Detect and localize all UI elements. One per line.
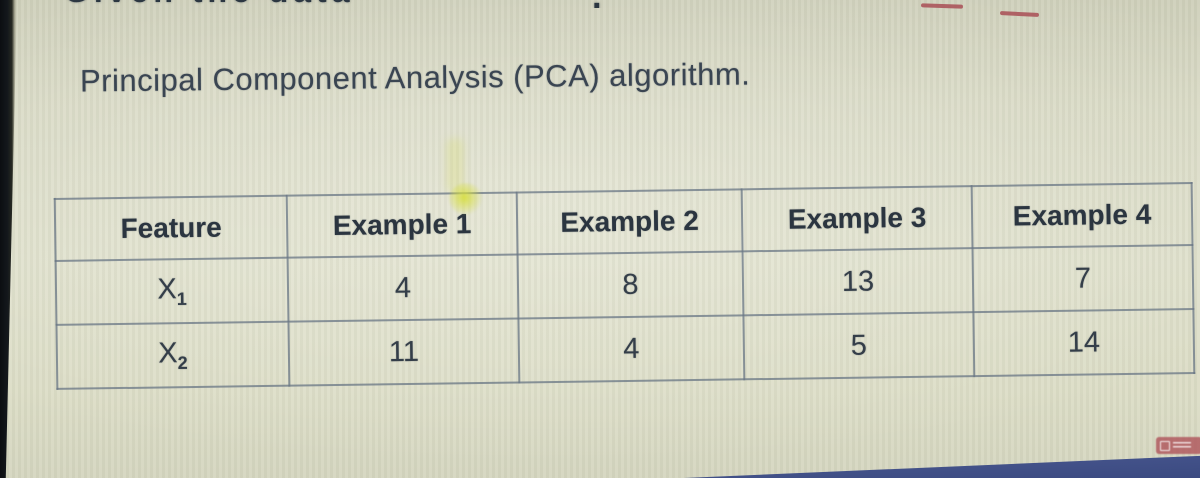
- cell-x1-example-1: 4: [287, 254, 519, 322]
- cut-off-text-line: Given the data: [64, 0, 424, 11]
- feature-subscript: 1: [176, 288, 187, 309]
- cell-x1-example-2: 8: [517, 251, 744, 319]
- cell-x2-example-2: 4: [518, 315, 745, 383]
- cell-x2-example-4: 14: [973, 309, 1195, 377]
- page-title: Principal Component Analysis (PCA) algor…: [79, 56, 751, 99]
- cell-x1-example-3: 13: [742, 248, 974, 316]
- col-header-example-2: Example 2: [516, 189, 743, 255]
- cell-x1-example-4: 7: [972, 245, 1194, 313]
- feature-symbol: X: [157, 272, 177, 306]
- watermark-badge: [1156, 437, 1200, 454]
- watermark-logo-icon: [1160, 440, 1170, 451]
- feature-symbol: X: [157, 336, 178, 370]
- cell-x2-example-3: 5: [743, 312, 975, 380]
- cut-off-text-fragment: ,: [592, 0, 622, 8]
- col-header-example-1: Example 1: [286, 192, 518, 258]
- cell-x2-example-1: 11: [288, 318, 520, 386]
- feature-subscript: 2: [177, 352, 188, 373]
- col-header-feature: Feature: [54, 195, 288, 261]
- row-label-x2: X2: [56, 321, 290, 389]
- col-header-example-4: Example 4: [971, 183, 1193, 249]
- watermark-text-lines: [1173, 442, 1191, 449]
- highlighter-streak: [446, 138, 464, 193]
- highlighter-dot: [449, 183, 483, 215]
- cut-off-text: Given the data: [64, 0, 424, 10]
- row-label-x1: X1: [55, 257, 289, 325]
- cut-off-text-fragment-wrap: ,: [592, 0, 622, 8]
- data-table-wrap: Feature Example 1 Example 2 Example 3 Ex…: [54, 182, 1196, 390]
- col-header-example-3: Example 3: [741, 186, 973, 252]
- data-table: Feature Example 1 Example 2 Example 3 Ex…: [54, 182, 1196, 390]
